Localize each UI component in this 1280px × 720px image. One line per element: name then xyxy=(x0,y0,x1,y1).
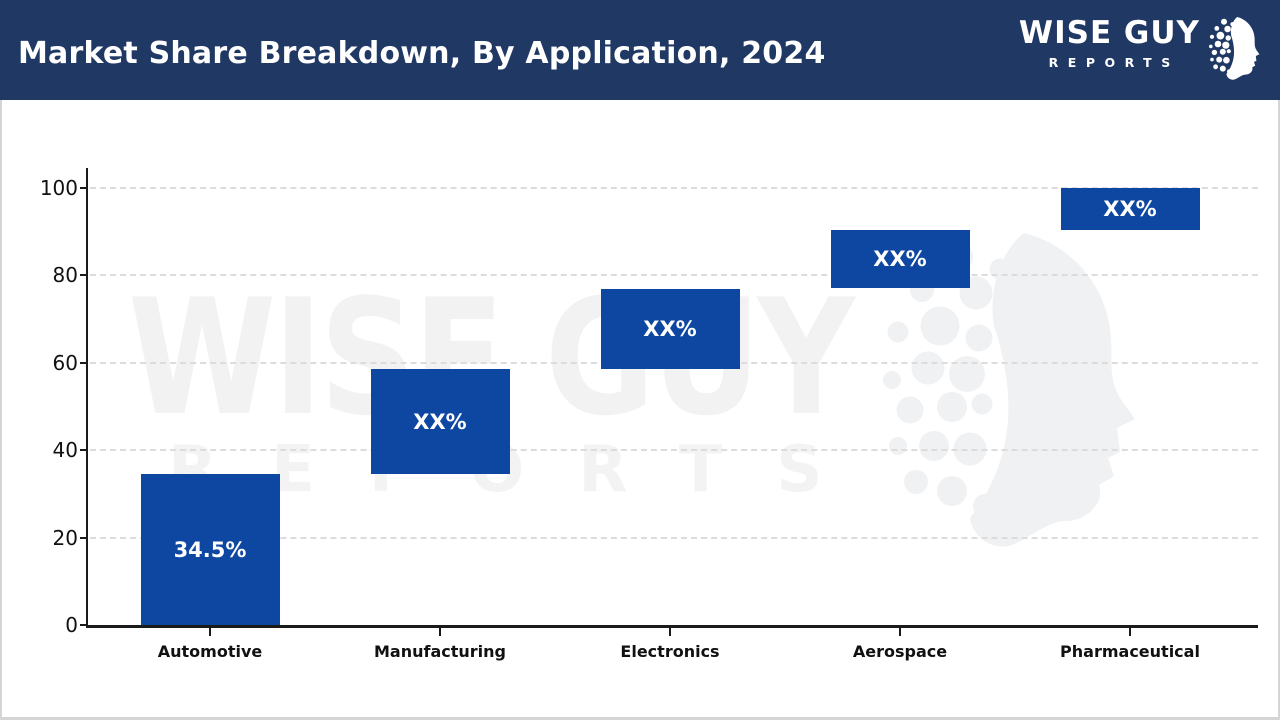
bar-manufacturing-label: XX% xyxy=(413,409,467,434)
page-border-left xyxy=(0,100,2,720)
y-tick-label-20-label: 20 xyxy=(52,525,78,550)
y-tick-80 xyxy=(80,274,88,277)
x-tick-pharmaceutical xyxy=(1129,628,1131,636)
y-tick-0 xyxy=(80,624,88,626)
y-tick-20 xyxy=(80,536,88,539)
category-label-electronics: Electronics xyxy=(620,642,719,661)
x-tick-automotive xyxy=(209,628,211,636)
category-label-manufacturing: Manufacturing xyxy=(374,642,506,661)
brand-logo: WISE GUY REPORTS xyxy=(1006,8,1266,92)
category-label-pharmaceutical: Pharmaceutical xyxy=(1060,642,1200,661)
head-profile-icon xyxy=(1209,17,1260,80)
y-tick-label-40-label: 40 xyxy=(52,438,78,463)
bar-automotive: 34.5% xyxy=(140,474,280,625)
y-tick-100 xyxy=(80,187,88,189)
gridline-80 xyxy=(90,274,1258,277)
y-tick-label-80-label: 80 xyxy=(52,263,78,288)
y-tick-label-0: 0 xyxy=(18,613,78,637)
logo-wordmark-line2: REPORTS xyxy=(1048,55,1180,70)
bar-electronics: XX% xyxy=(600,288,740,370)
y-tick-label-80: 80 xyxy=(18,263,78,287)
bar-electronics-label: XX% xyxy=(643,316,697,341)
category-label-pharmaceutical-label: Pharmaceutical xyxy=(1060,642,1200,661)
logo-wordmark-line1: WISE GUY xyxy=(1018,15,1200,51)
gridline-20 xyxy=(90,536,1258,539)
y-tick-label-40: 40 xyxy=(18,438,78,462)
y-tick-label-20: 20 xyxy=(18,526,78,550)
bar-automotive-label: 34.5% xyxy=(173,537,247,562)
gridline-100 xyxy=(90,187,1258,189)
y-tick-label-0-label: 0 xyxy=(65,613,78,637)
category-label-aerospace: Aerospace xyxy=(853,642,947,661)
category-label-automotive: Automotive xyxy=(158,642,263,661)
y-tick-60 xyxy=(80,361,88,364)
page-border-bottom xyxy=(0,717,1280,720)
bar-pharmaceutical-label: XX% xyxy=(1103,196,1157,221)
x-axis xyxy=(86,625,1258,628)
category-label-automotive-label: Automotive xyxy=(157,642,263,661)
bar-pharmaceutical: XX% xyxy=(1060,188,1200,230)
x-tick-aerospace xyxy=(899,628,901,636)
y-tick-40 xyxy=(80,449,88,452)
y-axis xyxy=(86,168,88,628)
bar-aerospace: XX% xyxy=(830,229,970,289)
x-tick-manufacturing xyxy=(439,628,441,636)
chart-title: Market Share Breakdown, By Application, … xyxy=(18,36,826,71)
bar-manufacturing: XX% xyxy=(370,369,510,475)
watermark-head-icon xyxy=(883,233,1135,547)
header: Market Share Breakdown, By Application, … xyxy=(0,0,1280,100)
gridline-40 xyxy=(90,449,1258,452)
x-tick-electronics xyxy=(669,628,671,636)
y-tick-label-60: 60 xyxy=(18,351,78,375)
category-label-aerospace-label: Aerospace xyxy=(852,642,948,661)
category-label-electronics-label: Electronics xyxy=(620,642,720,661)
page-border-right xyxy=(1278,100,1280,720)
y-tick-label-100-label: 100 xyxy=(39,176,78,200)
bar-aerospace-label: XX% xyxy=(873,246,927,271)
y-tick-label-60-label: 60 xyxy=(52,350,78,375)
category-label-manufacturing-label: Manufacturing xyxy=(374,642,506,661)
logo-wordmark: WISE GUY REPORTS xyxy=(1018,15,1200,71)
y-tick-label-100: 100 xyxy=(18,176,78,200)
